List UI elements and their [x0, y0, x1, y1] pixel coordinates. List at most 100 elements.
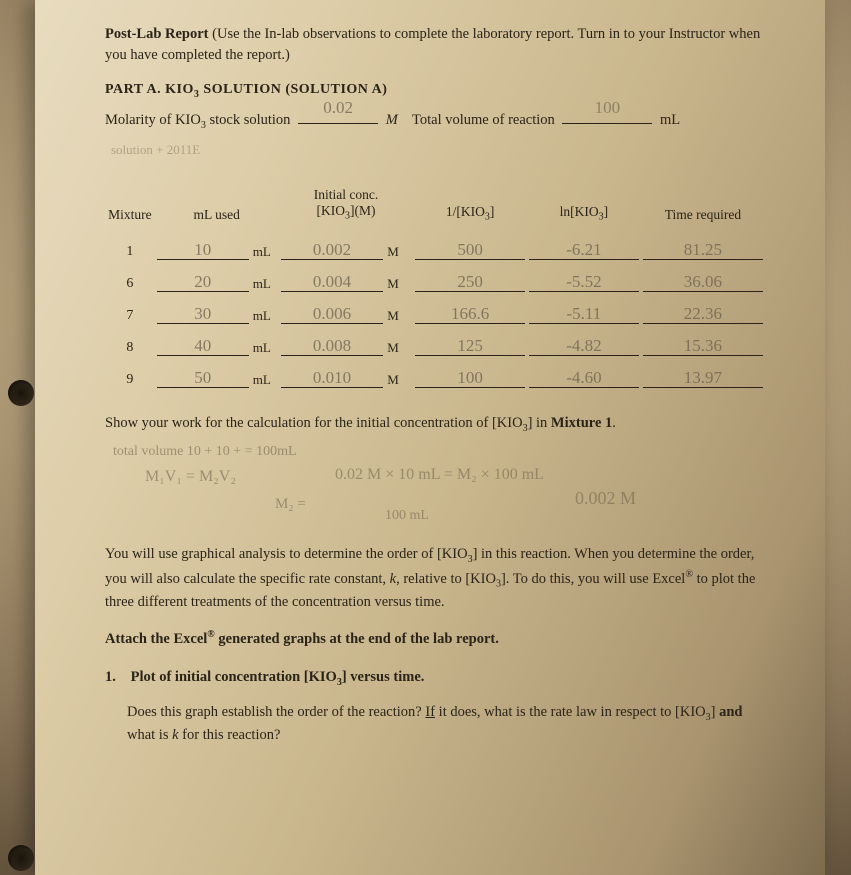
handwritten-value: 50 [194, 368, 211, 388]
mixture-number: 6 [105, 263, 155, 295]
punch-hole [8, 845, 34, 871]
table-cell: 0.002 M [279, 231, 413, 263]
work-area: total volume 10 + 10 + = 100mL M₁V₁ = M₂V… [105, 442, 765, 534]
q1-num: 1. [105, 669, 127, 686]
question-1: 1. Plot of initial concentration [KIO3] … [105, 669, 765, 688]
graphical-analysis-para: You will use graphical analysis to deter… [105, 544, 765, 613]
handwritten-value: 0.006 [313, 304, 351, 324]
table-cell: 40mL [155, 327, 279, 359]
table-cell: 10 mL [155, 231, 279, 263]
unit-label: mL [251, 244, 277, 260]
unit-label: mL [251, 276, 277, 292]
table-row: 730mL0.006M166.6-5.1122.36 [105, 295, 765, 327]
show-work-prompt: Show your work for the calculation for t… [105, 413, 765, 436]
table-cell: 50 mL [155, 359, 279, 391]
totalvol-value: 100 [595, 91, 621, 125]
table-cell: 20 mL [155, 263, 279, 295]
handwritten-value: 0.002 [313, 240, 351, 260]
data-table: Mixture mL used Initial conc. [KIO3](M) … [105, 183, 765, 391]
table-cell: -4.60 [527, 359, 641, 391]
handwritten-value: -4.60 [566, 368, 601, 388]
mixture-number: 8 [105, 327, 155, 359]
th-time: Time required [641, 183, 765, 231]
handwritten-work: 0.002 M [575, 488, 636, 509]
handwritten-value: 500 [457, 240, 483, 260]
th-inv: 1/[KIO3] [413, 183, 527, 231]
unit-label: mL [251, 340, 277, 356]
mixture-number: 1 [105, 231, 155, 263]
handwritten-work: total volume 10 + 10 + = 100mL [113, 444, 297, 460]
table-cell: 15.36 [641, 327, 765, 359]
th-mixture: Mixture [105, 183, 155, 231]
table-row: 840mL 0.008 M 125 -4.82 15.36 [105, 327, 765, 359]
table-cell: 13.97 [641, 359, 765, 391]
table-cell: 0.010M [279, 359, 413, 391]
table-cell: -6.21 [527, 231, 641, 263]
handwritten-value: 36.06 [684, 272, 722, 292]
handwritten-value: -4.82 [566, 336, 601, 356]
unit-label: M [385, 308, 411, 324]
mixture-number: 9 [105, 359, 155, 391]
table-cell: 500 [413, 231, 527, 263]
molarity-label: Molarity of KIO3 stock solution [105, 112, 290, 128]
part-a-fill-row: Molarity of KIO3 stock solution 0.02 M T… [105, 106, 765, 165]
table-cell: 0.006 M [279, 295, 413, 327]
punch-hole [8, 380, 34, 406]
side-scribble: solution + 2011E [111, 142, 200, 157]
handwritten-value: 125 [457, 336, 483, 356]
handwritten-value: 0.008 [313, 336, 351, 356]
handwritten-work: M₂ = [275, 496, 306, 513]
unit-label: mL [251, 372, 277, 388]
molarity-blank: 0.02 [298, 109, 378, 124]
table-cell: 30 mL [155, 295, 279, 327]
th-conc-l1: Initial conc. [314, 187, 378, 202]
handwritten-value: -5.52 [566, 272, 601, 292]
q1-title: Plot of initial concentration [KIO3] ver… [131, 669, 425, 685]
table-cell: -5.11 [527, 295, 641, 327]
handwritten-work: 100 mL [385, 508, 429, 524]
handwritten-value: 100 [457, 368, 483, 388]
th-conc-l2: [KIO3](M) [317, 203, 376, 218]
table-cell: 250 [413, 263, 527, 295]
table-cell: 0.004 M [279, 263, 413, 295]
table-cell: -5.52 [527, 263, 641, 295]
unit-label: M [385, 372, 411, 388]
post-lab-title: Post-Lab Report [105, 26, 209, 42]
handwritten-value: 13.97 [684, 368, 722, 388]
table-cell: 100 [413, 359, 527, 391]
totalvol-unit: mL [660, 112, 680, 128]
table-cell: 81.25 [641, 231, 765, 263]
handwritten-value: 166.6 [451, 304, 489, 324]
handwritten-value: 81.25 [684, 240, 722, 260]
th-ln: ln[KIO3] [527, 183, 641, 231]
attach-excel-para: Attach the Excel® generated graphs at th… [105, 627, 765, 651]
molarity-value: 0.02 [323, 91, 353, 125]
unit-label: mL [251, 308, 277, 324]
table-header-row: Mixture mL used Initial conc. [KIO3](M) … [105, 183, 765, 231]
th-ml: mL used [155, 183, 279, 231]
handwritten-value: -6.21 [566, 240, 601, 260]
unit-label: M [385, 244, 411, 260]
handwritten-work: M₁V₁ = M₂V₂ [145, 468, 236, 486]
handwritten-value: 0.004 [313, 272, 351, 292]
table-cell: 0.008 M [279, 327, 413, 359]
table-cell: -4.82 [527, 327, 641, 359]
handwritten-value: 20 [194, 272, 211, 292]
post-lab-instructions: Post-Lab Report (Use the In-lab observat… [105, 24, 765, 66]
unit-label: M [385, 340, 411, 356]
table-cell: 125 [413, 327, 527, 359]
totalvol-label: Total volume of reaction [412, 112, 555, 128]
part-a-title: PART A. KIO3 SOLUTION (SOLUTION A) [105, 82, 765, 100]
handwritten-value: 30 [194, 304, 211, 324]
lab-report-page: Post-Lab Report (Use the In-lab observat… [35, 0, 825, 875]
table-cell: 166.6 [413, 295, 527, 327]
unit-label: M [385, 276, 411, 292]
table-cell: 22.36 [641, 295, 765, 327]
table-row: 1 10 mL 0.002 M 500 -6.21 81.25 [105, 231, 765, 263]
handwritten-value: 10 [194, 240, 211, 260]
molarity-unit: M [386, 112, 398, 128]
th-conc: Initial conc. [KIO3](M) [279, 183, 413, 231]
table-cell: 36.06 [641, 263, 765, 295]
totalvol-blank: 100 [562, 109, 652, 124]
table-row: 9 50 mL0.010M 100 -4.60 13.97 [105, 359, 765, 391]
